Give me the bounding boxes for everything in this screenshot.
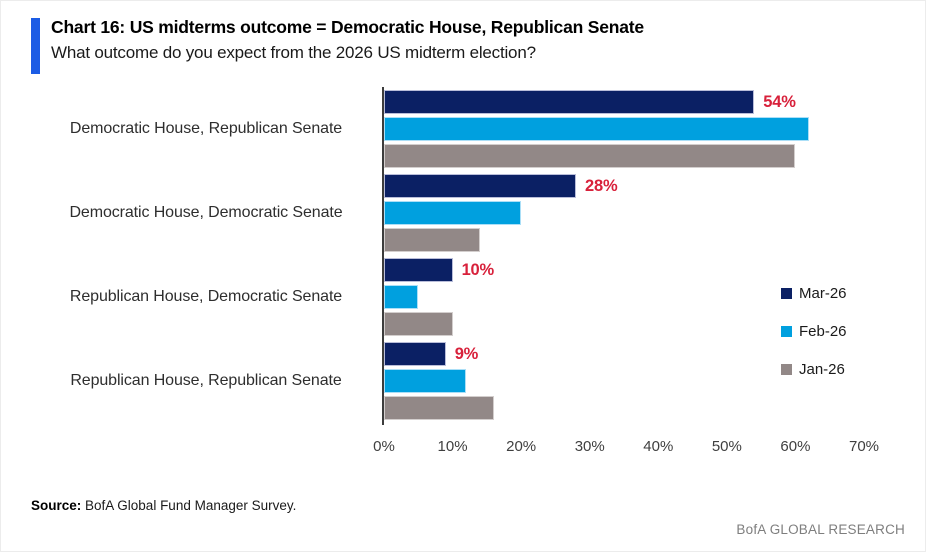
data-label: 9% <box>454 344 479 363</box>
bar-group: 28% <box>384 171 864 255</box>
chart-subtitle: What outcome do you expect from the 2026… <box>51 42 536 62</box>
bar-jan-26 <box>384 144 796 168</box>
bar-group: 54% <box>384 87 864 171</box>
brand-text: BofA GLOBAL RESEARCH <box>736 522 905 537</box>
bar-feb-26 <box>384 285 419 309</box>
bar-row <box>384 285 864 309</box>
bar-group: 9% <box>384 339 864 423</box>
x-tick-label: 70% <box>848 438 880 455</box>
bar-feb-26 <box>384 201 522 225</box>
legend-item-mar-26: Mar-26 <box>781 285 847 302</box>
legend-swatch <box>781 364 792 375</box>
legend-swatch <box>781 288 792 299</box>
bar-row <box>384 369 864 393</box>
data-label: 28% <box>585 176 618 195</box>
y-axis-line <box>382 87 384 425</box>
category-label: Republican House, Democratic Senate <box>69 288 343 305</box>
data-label: 10% <box>461 260 495 279</box>
legend-label: Feb-26 <box>799 323 847 340</box>
category-labels: Democratic House, Republican Senate Democ… <box>31 87 381 423</box>
x-tick-label: 40% <box>643 438 674 455</box>
legend: Mar-26 Feb-26 Jan-26 <box>781 285 847 378</box>
bar-mar-26 <box>384 90 755 114</box>
bar-row <box>384 201 864 225</box>
x-tick-label: 0% <box>373 438 395 455</box>
legend-swatch <box>781 326 792 337</box>
x-tick-label: 50% <box>711 438 742 455</box>
bar-group: 10% <box>384 255 864 339</box>
bar-row: 54% <box>384 90 864 114</box>
chart-title: Chart 16: US midterms outcome = Democrat… <box>51 17 644 37</box>
bar-feb-26 <box>384 117 810 141</box>
title-accent-bar <box>31 18 40 74</box>
data-label: 54% <box>763 92 796 111</box>
source-text: BofA Global Fund Manager Survey. <box>81 498 297 513</box>
category-label: Democratic House, Democratic Senate <box>69 204 343 221</box>
bar-row <box>384 228 864 252</box>
source-label: Source: <box>31 498 82 513</box>
bar-mar-26 <box>384 174 576 198</box>
bar-row <box>384 117 864 141</box>
x-tick-label: 10% <box>437 438 468 455</box>
bar-row <box>384 312 864 336</box>
category-label: Democratic House, Republican Senate <box>69 120 343 137</box>
bar-jan-26 <box>384 312 453 336</box>
bar-jan-26 <box>384 228 480 252</box>
legend-item-jan-26: Jan-26 <box>781 361 847 378</box>
plot-area: 54% 28% 10% 9% <box>384 87 864 423</box>
legend-item-feb-26: Feb-26 <box>781 323 847 340</box>
legend-label: Jan-26 <box>799 361 845 378</box>
source-note: Source: BofA Global Fund Manager Survey. <box>31 498 905 513</box>
bar-mar-26 <box>384 258 453 282</box>
chart-footer: Source: BofA Global Fund Manager Survey.… <box>31 498 905 537</box>
bar-mar-26 <box>384 342 446 366</box>
bar-row <box>384 396 864 420</box>
bar-feb-26 <box>384 369 467 393</box>
x-tick-label: 30% <box>574 438 605 455</box>
bar-row: 10% <box>384 258 864 282</box>
bar-row <box>384 144 864 168</box>
bar-jan-26 <box>384 396 494 420</box>
x-tick-label: 20% <box>506 438 537 455</box>
x-axis: 0% 10% 20% 30% 40% 50% 60% 70% <box>373 433 879 459</box>
title-block: Chart 16: US midterms outcome = Democrat… <box>51 16 644 74</box>
bar-chart: Democratic House, Republican Senate Democ… <box>31 87 905 459</box>
bar-row: 28% <box>384 174 864 198</box>
x-tick-label: 60% <box>780 438 811 455</box>
category-label: Republican House, Republican Senate <box>70 372 342 389</box>
legend-label: Mar-26 <box>799 285 847 302</box>
bar-row: 9% <box>384 342 864 366</box>
chart-header: Chart 16: US midterms outcome = Democrat… <box>31 16 905 74</box>
